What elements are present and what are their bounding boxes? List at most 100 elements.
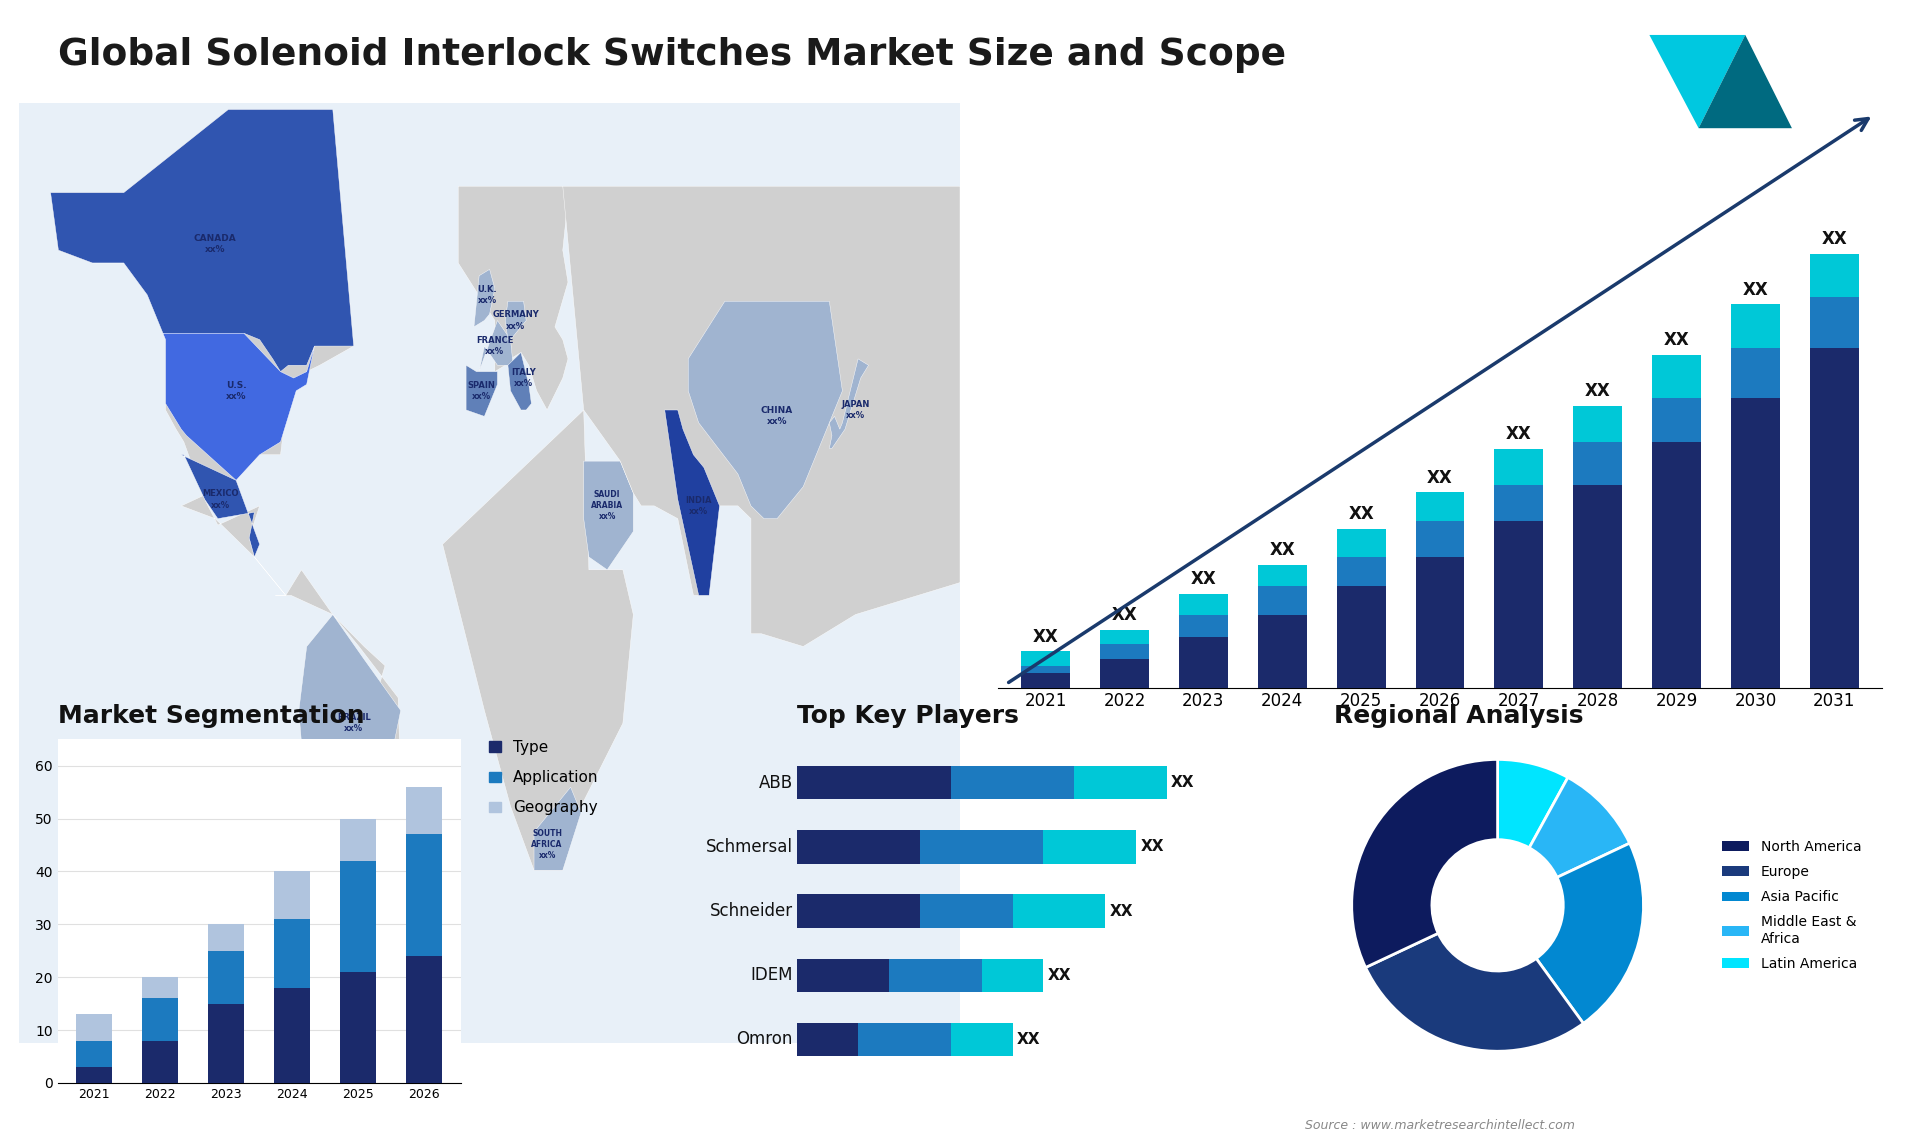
Bar (797, 1022, 858, 1057)
Text: XX: XX (1171, 775, 1194, 791)
Bar (797, 894, 920, 928)
Wedge shape (1498, 760, 1569, 848)
Text: XX: XX (1110, 903, 1133, 919)
Bar (1258, 587, 1308, 615)
Text: Top Key Players: Top Key Players (797, 704, 1020, 728)
Bar (858, 1022, 950, 1057)
Text: INTELLECT: INTELLECT (1803, 110, 1857, 119)
Text: CANADA
xx%: CANADA xx% (194, 234, 236, 253)
Polygon shape (584, 461, 634, 570)
Bar (1732, 305, 1780, 347)
Bar (1179, 615, 1229, 637)
Bar (1494, 485, 1544, 521)
Text: Schneider: Schneider (710, 902, 793, 920)
Text: RESEARCH: RESEARCH (1803, 86, 1857, 95)
Text: GERMANY
xx%: GERMANY xx% (492, 311, 540, 330)
Text: XX: XX (1822, 230, 1847, 248)
Polygon shape (1649, 34, 1745, 128)
Bar (1732, 347, 1780, 399)
Bar (797, 958, 889, 992)
Polygon shape (180, 455, 259, 557)
Text: IDEM: IDEM (751, 966, 793, 984)
Bar (1732, 399, 1780, 688)
Bar (1073, 766, 1167, 800)
Bar (340, 818, 376, 861)
Bar (1415, 557, 1465, 688)
Polygon shape (300, 787, 338, 998)
Polygon shape (163, 333, 315, 480)
Polygon shape (829, 359, 868, 448)
Bar (1415, 493, 1465, 521)
Bar (1021, 651, 1069, 666)
Bar (1336, 557, 1386, 587)
Text: XX: XX (1112, 606, 1137, 623)
Bar (142, 998, 179, 1041)
Text: XX: XX (1743, 281, 1768, 299)
Bar (407, 787, 442, 834)
Bar (1258, 615, 1308, 688)
Text: ARGENTINA
xx%: ARGENTINA xx% (292, 905, 348, 925)
Polygon shape (687, 301, 843, 519)
Bar (340, 861, 376, 972)
Text: SOUTH
AFRICA
xx%: SOUTH AFRICA xx% (532, 829, 563, 861)
Text: XX: XX (1505, 425, 1532, 444)
Text: ABB: ABB (758, 774, 793, 792)
Bar (797, 830, 920, 864)
Bar (1100, 644, 1148, 659)
Polygon shape (480, 321, 513, 371)
Bar (1651, 355, 1701, 399)
Bar (1336, 587, 1386, 688)
Bar (920, 830, 1043, 864)
Text: U.K.
xx%: U.K. xx% (478, 285, 497, 305)
Text: XX: XX (1584, 382, 1611, 400)
Text: INDIA
xx%: INDIA xx% (685, 496, 712, 516)
Bar (1811, 297, 1859, 347)
Polygon shape (300, 614, 401, 864)
Text: XX: XX (1269, 541, 1296, 559)
Wedge shape (1365, 933, 1584, 1051)
Legend: North America, Europe, Asia Pacific, Middle East &
Africa, Latin America: North America, Europe, Asia Pacific, Mid… (1716, 834, 1866, 976)
Text: XX: XX (1348, 504, 1375, 523)
Text: JAPAN
xx%: JAPAN xx% (841, 400, 870, 421)
Bar (920, 894, 1012, 928)
Bar (1043, 830, 1137, 864)
Text: XX: XX (1190, 570, 1215, 588)
Bar (1811, 253, 1859, 297)
Bar (1100, 659, 1148, 688)
Bar (77, 1014, 111, 1041)
Bar (207, 1004, 244, 1083)
Polygon shape (474, 269, 495, 327)
Text: CHINA
xx%: CHINA xx% (760, 407, 793, 426)
Text: XX: XX (1033, 628, 1058, 645)
Polygon shape (563, 187, 960, 646)
Bar (1021, 666, 1069, 673)
Bar (275, 871, 311, 919)
Text: BRAZIL
xx%: BRAZIL xx% (336, 713, 371, 733)
Polygon shape (505, 301, 526, 339)
Polygon shape (50, 110, 353, 371)
Bar (889, 958, 981, 992)
Polygon shape (19, 103, 960, 1043)
Bar (275, 988, 311, 1083)
Bar (275, 919, 311, 988)
Bar (1651, 441, 1701, 688)
Bar (1572, 441, 1622, 485)
Bar (797, 766, 950, 800)
Bar (1572, 406, 1622, 441)
Text: MEXICO
xx%: MEXICO xx% (202, 489, 238, 510)
Text: XX: XX (1665, 331, 1690, 350)
Text: XX: XX (1427, 469, 1453, 487)
Polygon shape (459, 187, 568, 410)
Bar (1336, 528, 1386, 557)
Bar (1572, 485, 1622, 688)
Polygon shape (467, 366, 497, 416)
Text: Source : www.marketresearchintellect.com: Source : www.marketresearchintellect.com (1306, 1120, 1574, 1132)
Polygon shape (50, 110, 353, 596)
Text: XX: XX (1018, 1031, 1041, 1047)
Polygon shape (1699, 34, 1791, 128)
Bar (1100, 630, 1148, 644)
Bar (142, 1041, 179, 1083)
Bar (1179, 594, 1229, 615)
Polygon shape (275, 570, 401, 1005)
Text: XX: XX (1140, 839, 1164, 855)
